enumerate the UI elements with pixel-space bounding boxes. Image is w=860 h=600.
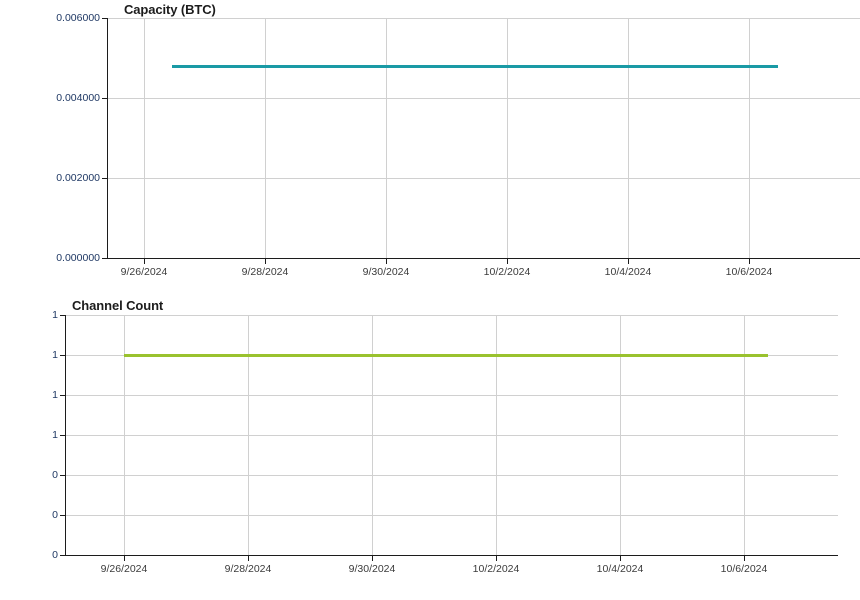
x-axis-label: 10/4/2024	[604, 266, 652, 278]
y-axis-tick	[102, 178, 107, 179]
y-axis-tick	[102, 98, 107, 99]
x-axis-label: 9/28/2024	[224, 563, 272, 575]
gridline-horizontal	[66, 435, 838, 436]
plot-area-channel-count: 1 1 1 1 0 0 0 9/26/2024 9/28/2024 9/30/2…	[52, 309, 838, 575]
x-axis-tick	[620, 556, 621, 561]
y-axis-label: 0.002000	[56, 172, 100, 184]
y-axis-label: 1	[52, 389, 58, 401]
x-axis-label: 9/26/2024	[120, 266, 168, 278]
y-axis-label: 1	[52, 349, 58, 361]
x-axis-tick	[744, 556, 745, 561]
gridline-vertical	[265, 18, 266, 258]
gridline-vertical	[372, 315, 373, 555]
plot-area-capacity: 0.006000 0.004000 0.002000 0.000000 9/26…	[56, 12, 860, 278]
series-line-channel-count	[124, 354, 768, 357]
y-axis-label: 1	[52, 309, 58, 321]
y-axis-tick	[60, 395, 65, 396]
gridline-horizontal	[108, 98, 860, 99]
gridline-vertical	[744, 315, 745, 555]
gridline-vertical	[628, 18, 629, 258]
y-axis-tick	[60, 475, 65, 476]
x-axis-label: 10/2/2024	[483, 266, 531, 278]
gridline-horizontal	[66, 395, 838, 396]
gridline-vertical	[124, 315, 125, 555]
x-axis-label: 9/26/2024	[100, 563, 148, 575]
x-axis-tick	[248, 556, 249, 561]
y-axis-label: 0	[52, 549, 58, 561]
y-axis-tick	[60, 515, 65, 516]
y-axis-tick	[60, 315, 65, 316]
x-axis-tick	[144, 259, 145, 264]
y-axis-line	[65, 315, 66, 556]
y-axis-label: 0	[52, 509, 58, 521]
y-axis-tick	[102, 258, 107, 259]
gridline-horizontal	[66, 475, 838, 476]
y-axis-label: 1	[52, 429, 58, 441]
chart-panel-capacity: Capacity (BTC) 0.006000 0.004000	[0, 0, 860, 295]
x-axis-line	[65, 555, 838, 556]
x-axis-label: 10/6/2024	[720, 563, 768, 575]
gridline-horizontal	[66, 315, 838, 316]
x-axis-tick	[749, 259, 750, 264]
x-axis-label: 10/6/2024	[725, 266, 773, 278]
y-axis-tick	[102, 18, 107, 19]
y-axis-tick	[60, 555, 65, 556]
x-axis-tick	[496, 556, 497, 561]
gridline-vertical	[749, 18, 750, 258]
x-axis-label: 9/30/2024	[348, 563, 396, 575]
gridline-horizontal	[108, 18, 860, 19]
x-axis-tick	[507, 259, 508, 264]
x-axis-label: 9/28/2024	[241, 266, 289, 278]
gridline-vertical	[386, 18, 387, 258]
x-axis-label: 10/2/2024	[472, 563, 520, 575]
y-axis-tick	[60, 435, 65, 436]
chart-title-channel-count: Channel Count	[72, 298, 164, 313]
gridline-vertical	[496, 315, 497, 555]
x-axis-label: 10/4/2024	[596, 563, 644, 575]
gridline-vertical	[248, 315, 249, 555]
x-axis-label: 9/30/2024	[362, 266, 410, 278]
series-line-capacity	[172, 65, 778, 68]
gridline-horizontal	[108, 178, 860, 179]
y-axis-label: 0.006000	[56, 12, 100, 24]
x-axis-line	[107, 258, 860, 259]
gridline-vertical	[144, 18, 145, 258]
x-axis-tick	[628, 259, 629, 264]
x-axis-tick	[265, 259, 266, 264]
x-axis-tick	[124, 556, 125, 561]
gridline-vertical	[507, 18, 508, 258]
gridline-vertical	[620, 315, 621, 555]
gridline-horizontal	[66, 515, 838, 516]
y-axis-tick	[60, 355, 65, 356]
chart-title-capacity: Capacity (BTC)	[124, 2, 216, 17]
y-axis-line	[107, 18, 108, 259]
x-axis-tick	[372, 556, 373, 561]
y-axis-label: 0	[52, 469, 58, 481]
chart-panel-channel-count: Channel Count	[0, 295, 860, 600]
x-axis-tick	[386, 259, 387, 264]
y-axis-label: 0.004000	[56, 92, 100, 104]
y-axis-label: 0.000000	[56, 252, 100, 264]
